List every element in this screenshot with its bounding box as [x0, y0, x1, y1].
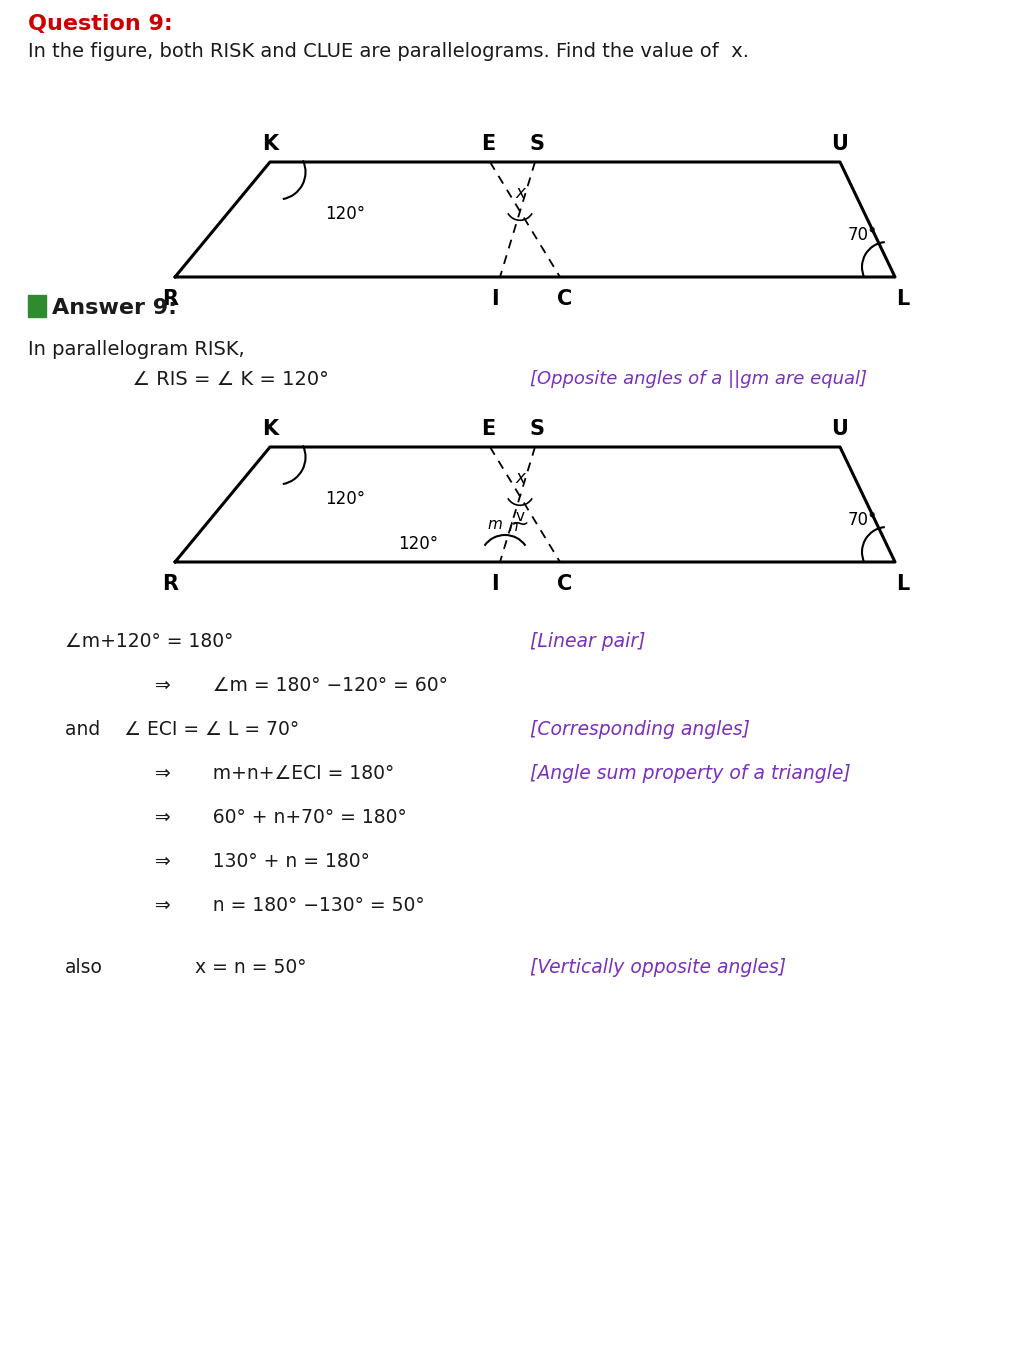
Text: and    ∠ ECI = ∠ L = 70°: and ∠ ECI = ∠ L = 70°: [65, 721, 299, 740]
Text: ~: ~: [511, 514, 529, 534]
Text: 120°: 120°: [398, 535, 438, 553]
Text: C: C: [557, 289, 572, 310]
Text: Answer 9:: Answer 9:: [52, 297, 177, 318]
Text: ∠m+120° = 180°: ∠m+120° = 180°: [65, 631, 233, 652]
Text: n: n: [508, 519, 517, 534]
Text: [Linear pair]: [Linear pair]: [530, 631, 645, 652]
Text: ⇒       m+n+∠ECI = 180°: ⇒ m+n+∠ECI = 180°: [155, 764, 394, 783]
Text: U: U: [831, 419, 849, 439]
Text: ⇒       130° + n = 180°: ⇒ 130° + n = 180°: [155, 852, 370, 871]
Text: R: R: [162, 289, 178, 310]
Bar: [28, 295, 46, 316]
Text: I: I: [492, 289, 499, 310]
Text: [Angle sum property of a triangle]: [Angle sum property of a triangle]: [530, 764, 851, 783]
Text: 120°: 120°: [325, 489, 366, 508]
Text: m: m: [487, 516, 502, 531]
Text: K: K: [262, 419, 279, 439]
Text: v: v: [515, 508, 524, 523]
Text: [Opposite angles of a ||gm are equal]: [Opposite angles of a ||gm are equal]: [530, 370, 867, 388]
Text: [Vertically opposite angles]: [Vertically opposite angles]: [530, 959, 786, 977]
Text: U: U: [831, 134, 849, 154]
Text: K: K: [262, 134, 279, 154]
Text: S: S: [529, 419, 545, 439]
Text: x: x: [515, 184, 525, 203]
Text: In the figure, both RISK and CLUE are parallelograms. Find the value of  x.: In the figure, both RISK and CLUE are pa…: [28, 42, 749, 61]
Text: 70°: 70°: [848, 226, 877, 243]
Text: ⇒       n = 180° −130° = 50°: ⇒ n = 180° −130° = 50°: [155, 896, 425, 915]
Text: Question 9:: Question 9:: [28, 14, 173, 34]
Text: x = n = 50°: x = n = 50°: [195, 959, 306, 977]
Text: S: S: [529, 134, 545, 154]
Text: ∠ RIS = ∠ K = 120°: ∠ RIS = ∠ K = 120°: [95, 370, 329, 389]
Text: x: x: [515, 469, 525, 487]
Text: 70°: 70°: [848, 511, 877, 529]
Text: R: R: [162, 575, 178, 594]
Text: I: I: [492, 575, 499, 594]
Text: L: L: [896, 575, 909, 594]
Text: E: E: [481, 134, 496, 154]
Text: E: E: [481, 419, 496, 439]
Text: [Corresponding angles]: [Corresponding angles]: [530, 721, 750, 740]
Text: also: also: [65, 959, 102, 977]
Text: 120°: 120°: [325, 206, 366, 223]
Text: L: L: [896, 289, 909, 310]
Text: In parallelogram RISK,: In parallelogram RISK,: [28, 339, 245, 360]
Text: C: C: [557, 575, 572, 594]
Text: ⇒       60° + n+70° = 180°: ⇒ 60° + n+70° = 180°: [155, 808, 407, 827]
Text: ⇒       ∠m = 180° −120° = 60°: ⇒ ∠m = 180° −120° = 60°: [155, 676, 447, 695]
